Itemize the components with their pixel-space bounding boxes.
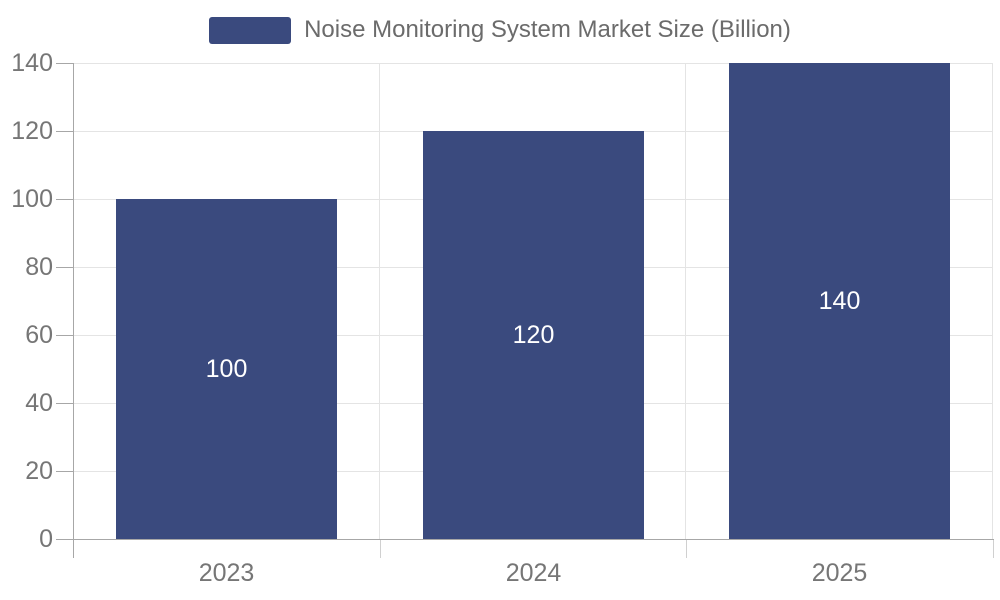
legend-swatch-icon xyxy=(209,16,292,44)
y-tick-140 xyxy=(56,63,73,64)
y-tick-120 xyxy=(56,131,73,132)
y-tick-80 xyxy=(56,267,73,268)
bar-2024[interactable]: 120 xyxy=(423,131,644,539)
x-tick-label-2023: 2023 xyxy=(198,559,255,587)
y-tick-label-100: 100 xyxy=(11,185,53,213)
y-tick-label-120: 120 xyxy=(11,117,53,145)
y-tick-label-140: 140 xyxy=(11,49,53,77)
x-tick-boundary-0 xyxy=(73,540,74,558)
legend-item[interactable]: Noise Monitoring System Market Size (Bil… xyxy=(0,14,1000,46)
y-tick-20 xyxy=(56,471,73,472)
gridline-x-boundary-3 xyxy=(992,63,993,539)
legend-label: Noise Monitoring System Market Size (Bil… xyxy=(304,16,791,43)
plot-area: 100 120 140 xyxy=(73,63,993,539)
y-tick-label-0: 0 xyxy=(39,525,53,553)
x-tick-label-2024: 2024 xyxy=(505,559,562,587)
x-tick-label-2025: 2025 xyxy=(811,559,868,587)
x-axis-line xyxy=(73,539,994,540)
y-tick-label-40: 40 xyxy=(25,389,53,417)
bar-2025[interactable]: 140 xyxy=(729,63,950,539)
x-tick-boundary-2 xyxy=(686,540,687,558)
bar-2023[interactable]: 100 xyxy=(116,199,337,539)
x-tick-boundary-1 xyxy=(380,540,381,558)
bar-value-label-2025: 140 xyxy=(818,286,861,315)
x-tick-boundary-3 xyxy=(993,540,994,558)
gridline-x-boundary-1 xyxy=(379,63,380,539)
y-tick-60 xyxy=(56,335,73,336)
y-tick-label-60: 60 xyxy=(25,321,53,349)
y-tick-0 xyxy=(56,539,73,540)
gridline-x-boundary-2 xyxy=(685,63,686,539)
y-tick-label-80: 80 xyxy=(25,253,53,281)
y-tick-40 xyxy=(56,403,73,404)
y-tick-100 xyxy=(56,199,73,200)
bar-value-label-2023: 100 xyxy=(205,354,248,383)
gridline-y-140 xyxy=(73,63,993,64)
y-axis-line xyxy=(73,63,74,540)
y-tick-label-20: 20 xyxy=(25,457,53,485)
bar-value-label-2024: 120 xyxy=(512,320,555,349)
